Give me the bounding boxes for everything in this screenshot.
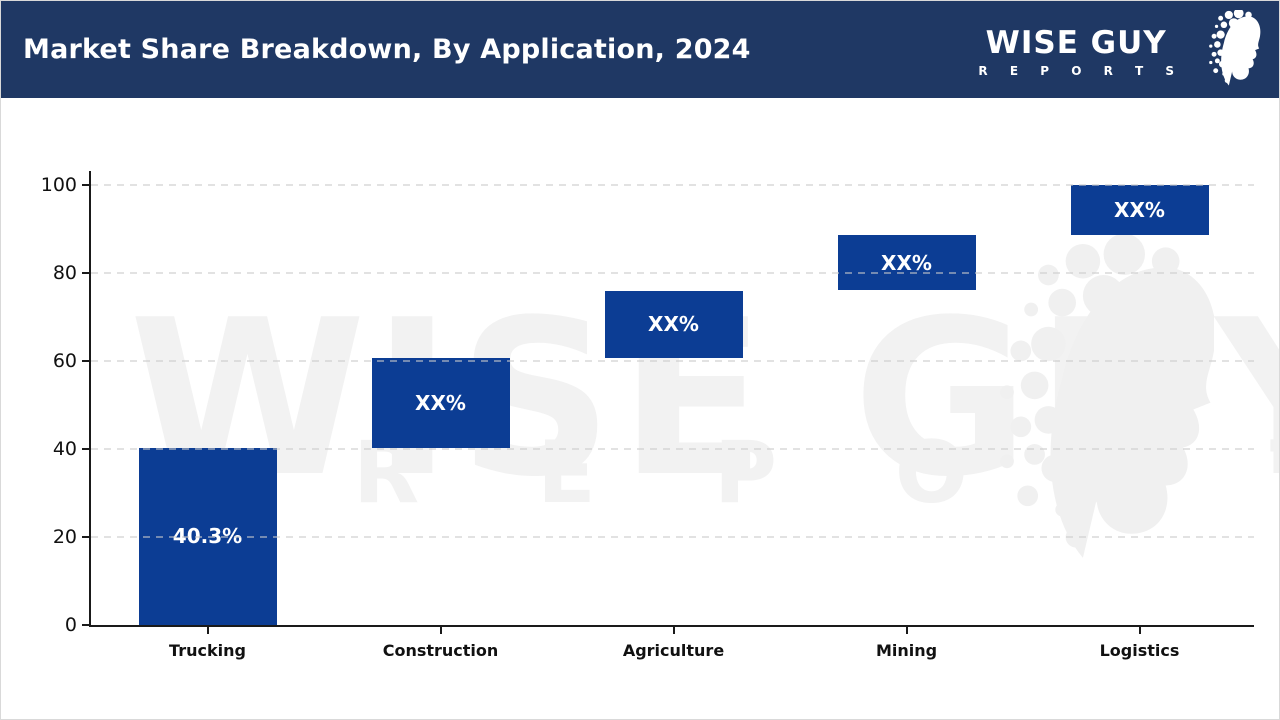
y-tick-mark [82,271,89,274]
watermark-face-icon [1000,233,1214,558]
y-tick-mark [82,183,89,186]
y-tick-label: 100 [40,173,77,196]
x-tick-mark [672,627,675,634]
brand-subtitle: R E P O R T S [978,63,1183,78]
brand-logo-text: WISE GUY R E P O R T S [969,25,1183,78]
brand-face-icon [1209,10,1261,86]
y-tick-mark [82,624,89,626]
y-tick-label: 40 [52,437,77,460]
y-tick-label: 20 [52,525,77,548]
bar-value-label: XX% [415,390,466,415]
y-tick-label: 80 [52,261,77,284]
y-tick-mark [82,447,89,450]
x-category-label: Construction [382,641,499,660]
gridline [91,183,1254,186]
x-tick-mark [1138,627,1141,634]
brand-name: WISE GUY [985,24,1167,61]
x-category-label: Agriculture [622,641,725,660]
gridline [91,271,1254,274]
y-tick-label: 60 [52,349,77,372]
bar-value-label: XX% [648,312,699,337]
gridline [91,447,1254,450]
bar-segment: XX% [1070,184,1209,236]
y-tick-mark [82,359,89,362]
y-tick-label: 0 [64,614,77,636]
bar-segment: XX% [604,290,743,358]
chart-plot-area: 0 20 40 60 80 100 40.3% Trucking XX% Construction… [41,171,1254,660]
gridline [91,535,1254,538]
x-category-label: Logistics [1099,641,1180,660]
x-category-label: Trucking [169,641,246,660]
brand-logo: WISE GUY R E P O R T S [969,9,1265,93]
bar-segment: XX% [837,235,976,291]
y-tick-mark [82,535,89,538]
bar-value-label: XX% [1114,198,1165,223]
header-band: Market Share Breakdown, By Application, … [1,1,1279,98]
page-title: Market Share Breakdown, By Application, … [23,34,751,65]
x-tick-mark [439,627,442,634]
x-category-label: Mining [875,641,938,660]
gridline [91,359,1254,362]
x-tick-mark [905,627,908,634]
bar-value-label: XX% [881,250,932,275]
bar-segment: XX% [371,357,510,448]
x-tick-mark [206,627,209,634]
